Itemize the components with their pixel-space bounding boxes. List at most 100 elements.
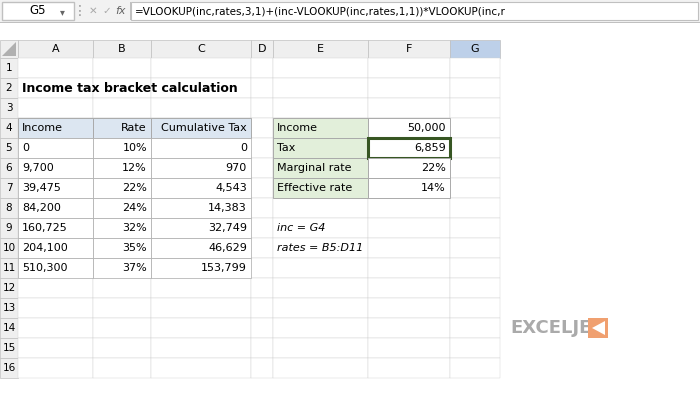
Bar [18, 218, 93, 238]
Bar [0, 278, 18, 298]
Bar [151, 40, 251, 58]
Bar [251, 78, 273, 98]
Bar [368, 278, 450, 298]
Bar [18, 138, 93, 158]
Bar [18, 238, 93, 258]
Bar [368, 178, 450, 198]
Text: 8: 8 [6, 203, 13, 213]
Text: 10: 10 [2, 243, 15, 253]
Bar [450, 358, 500, 378]
Text: 12: 12 [2, 283, 15, 293]
Bar [0, 178, 18, 198]
Bar [368, 98, 450, 118]
Bar [450, 238, 500, 258]
Bar [151, 338, 251, 358]
Bar [0, 78, 18, 98]
Bar [368, 40, 450, 58]
Bar [18, 58, 93, 78]
Bar [251, 178, 273, 198]
Text: C: C [197, 44, 205, 54]
Bar [93, 358, 151, 378]
Bar [273, 298, 368, 318]
Bar [251, 58, 273, 78]
Bar [273, 118, 368, 138]
Bar [368, 298, 450, 318]
Text: ▾: ▾ [60, 7, 64, 17]
Bar [273, 138, 368, 158]
Bar [588, 318, 608, 338]
Bar [0, 298, 18, 318]
Bar [151, 178, 251, 198]
Text: 35%: 35% [122, 243, 147, 253]
Bar [251, 158, 273, 178]
Bar [450, 158, 500, 178]
Bar [0, 218, 18, 238]
Bar [151, 178, 251, 198]
Text: 10%: 10% [122, 143, 147, 153]
Bar [0, 118, 18, 138]
Text: G: G [470, 44, 480, 54]
Polygon shape [2, 42, 16, 56]
Bar [151, 198, 251, 218]
Bar [273, 138, 368, 158]
Bar [151, 258, 251, 278]
Bar [450, 98, 500, 118]
Bar [450, 78, 500, 98]
Text: 3: 3 [6, 103, 13, 113]
Bar [368, 358, 450, 378]
Text: 24%: 24% [122, 203, 147, 213]
Bar [251, 138, 273, 158]
Text: 14: 14 [2, 323, 15, 333]
Bar [450, 318, 500, 338]
Bar [368, 178, 450, 198]
Bar [151, 58, 251, 78]
Bar [0, 22, 700, 23]
Bar [18, 78, 93, 98]
Polygon shape [592, 321, 605, 335]
Bar [368, 138, 450, 158]
Text: 46,629: 46,629 [208, 243, 247, 253]
Bar [93, 238, 151, 258]
Text: 50,000: 50,000 [407, 123, 446, 133]
Bar [93, 158, 151, 178]
Bar [151, 358, 251, 378]
Bar [251, 40, 273, 58]
Bar [93, 58, 151, 78]
Bar [130, 2, 131, 20]
Bar [273, 158, 368, 178]
Bar [151, 218, 251, 238]
Text: ⋮: ⋮ [73, 4, 87, 18]
Bar [151, 138, 251, 158]
Bar [0, 358, 18, 378]
Bar [368, 318, 450, 338]
Bar [93, 278, 151, 298]
Bar [151, 238, 251, 258]
Text: 39,475: 39,475 [22, 183, 61, 193]
Bar [450, 58, 500, 78]
Text: F: F [406, 44, 412, 54]
Bar [0, 58, 18, 78]
Text: Income: Income [277, 123, 318, 133]
Text: 14,383: 14,383 [209, 203, 247, 213]
Bar [151, 318, 251, 338]
Text: G5: G5 [29, 4, 46, 18]
Bar [450, 118, 500, 138]
Bar [0, 318, 18, 338]
Bar [450, 178, 500, 198]
Bar [0, 158, 18, 178]
Bar [18, 298, 93, 318]
Bar [151, 198, 251, 218]
Bar [0, 0, 700, 22]
Bar [368, 78, 450, 98]
Text: Marginal rate: Marginal rate [277, 163, 351, 173]
Bar [93, 198, 151, 218]
Bar [368, 258, 450, 278]
Text: 204,100: 204,100 [22, 243, 68, 253]
Bar [18, 138, 93, 158]
Text: ✕: ✕ [89, 6, 97, 16]
Bar [18, 178, 93, 198]
Bar [18, 198, 93, 218]
Bar [450, 198, 500, 218]
Bar [93, 178, 151, 198]
Text: 13: 13 [2, 303, 15, 313]
